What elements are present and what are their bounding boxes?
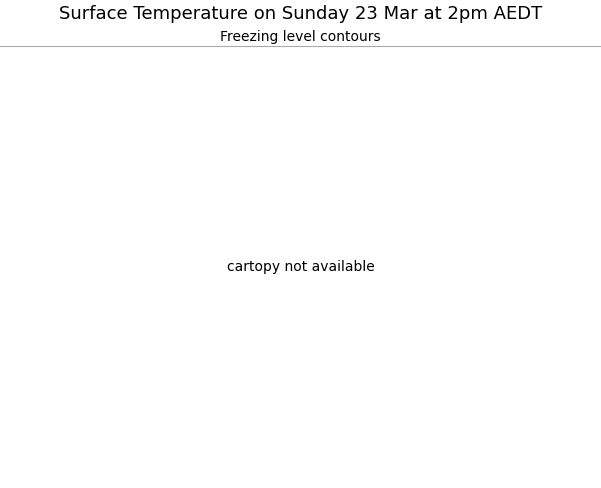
Text: Freezing level contours: Freezing level contours <box>220 30 381 44</box>
Text: Surface Temperature on Sunday 23 Mar at 2pm AEDT: Surface Temperature on Sunday 23 Mar at … <box>59 5 542 23</box>
Text: cartopy not available: cartopy not available <box>227 260 374 274</box>
